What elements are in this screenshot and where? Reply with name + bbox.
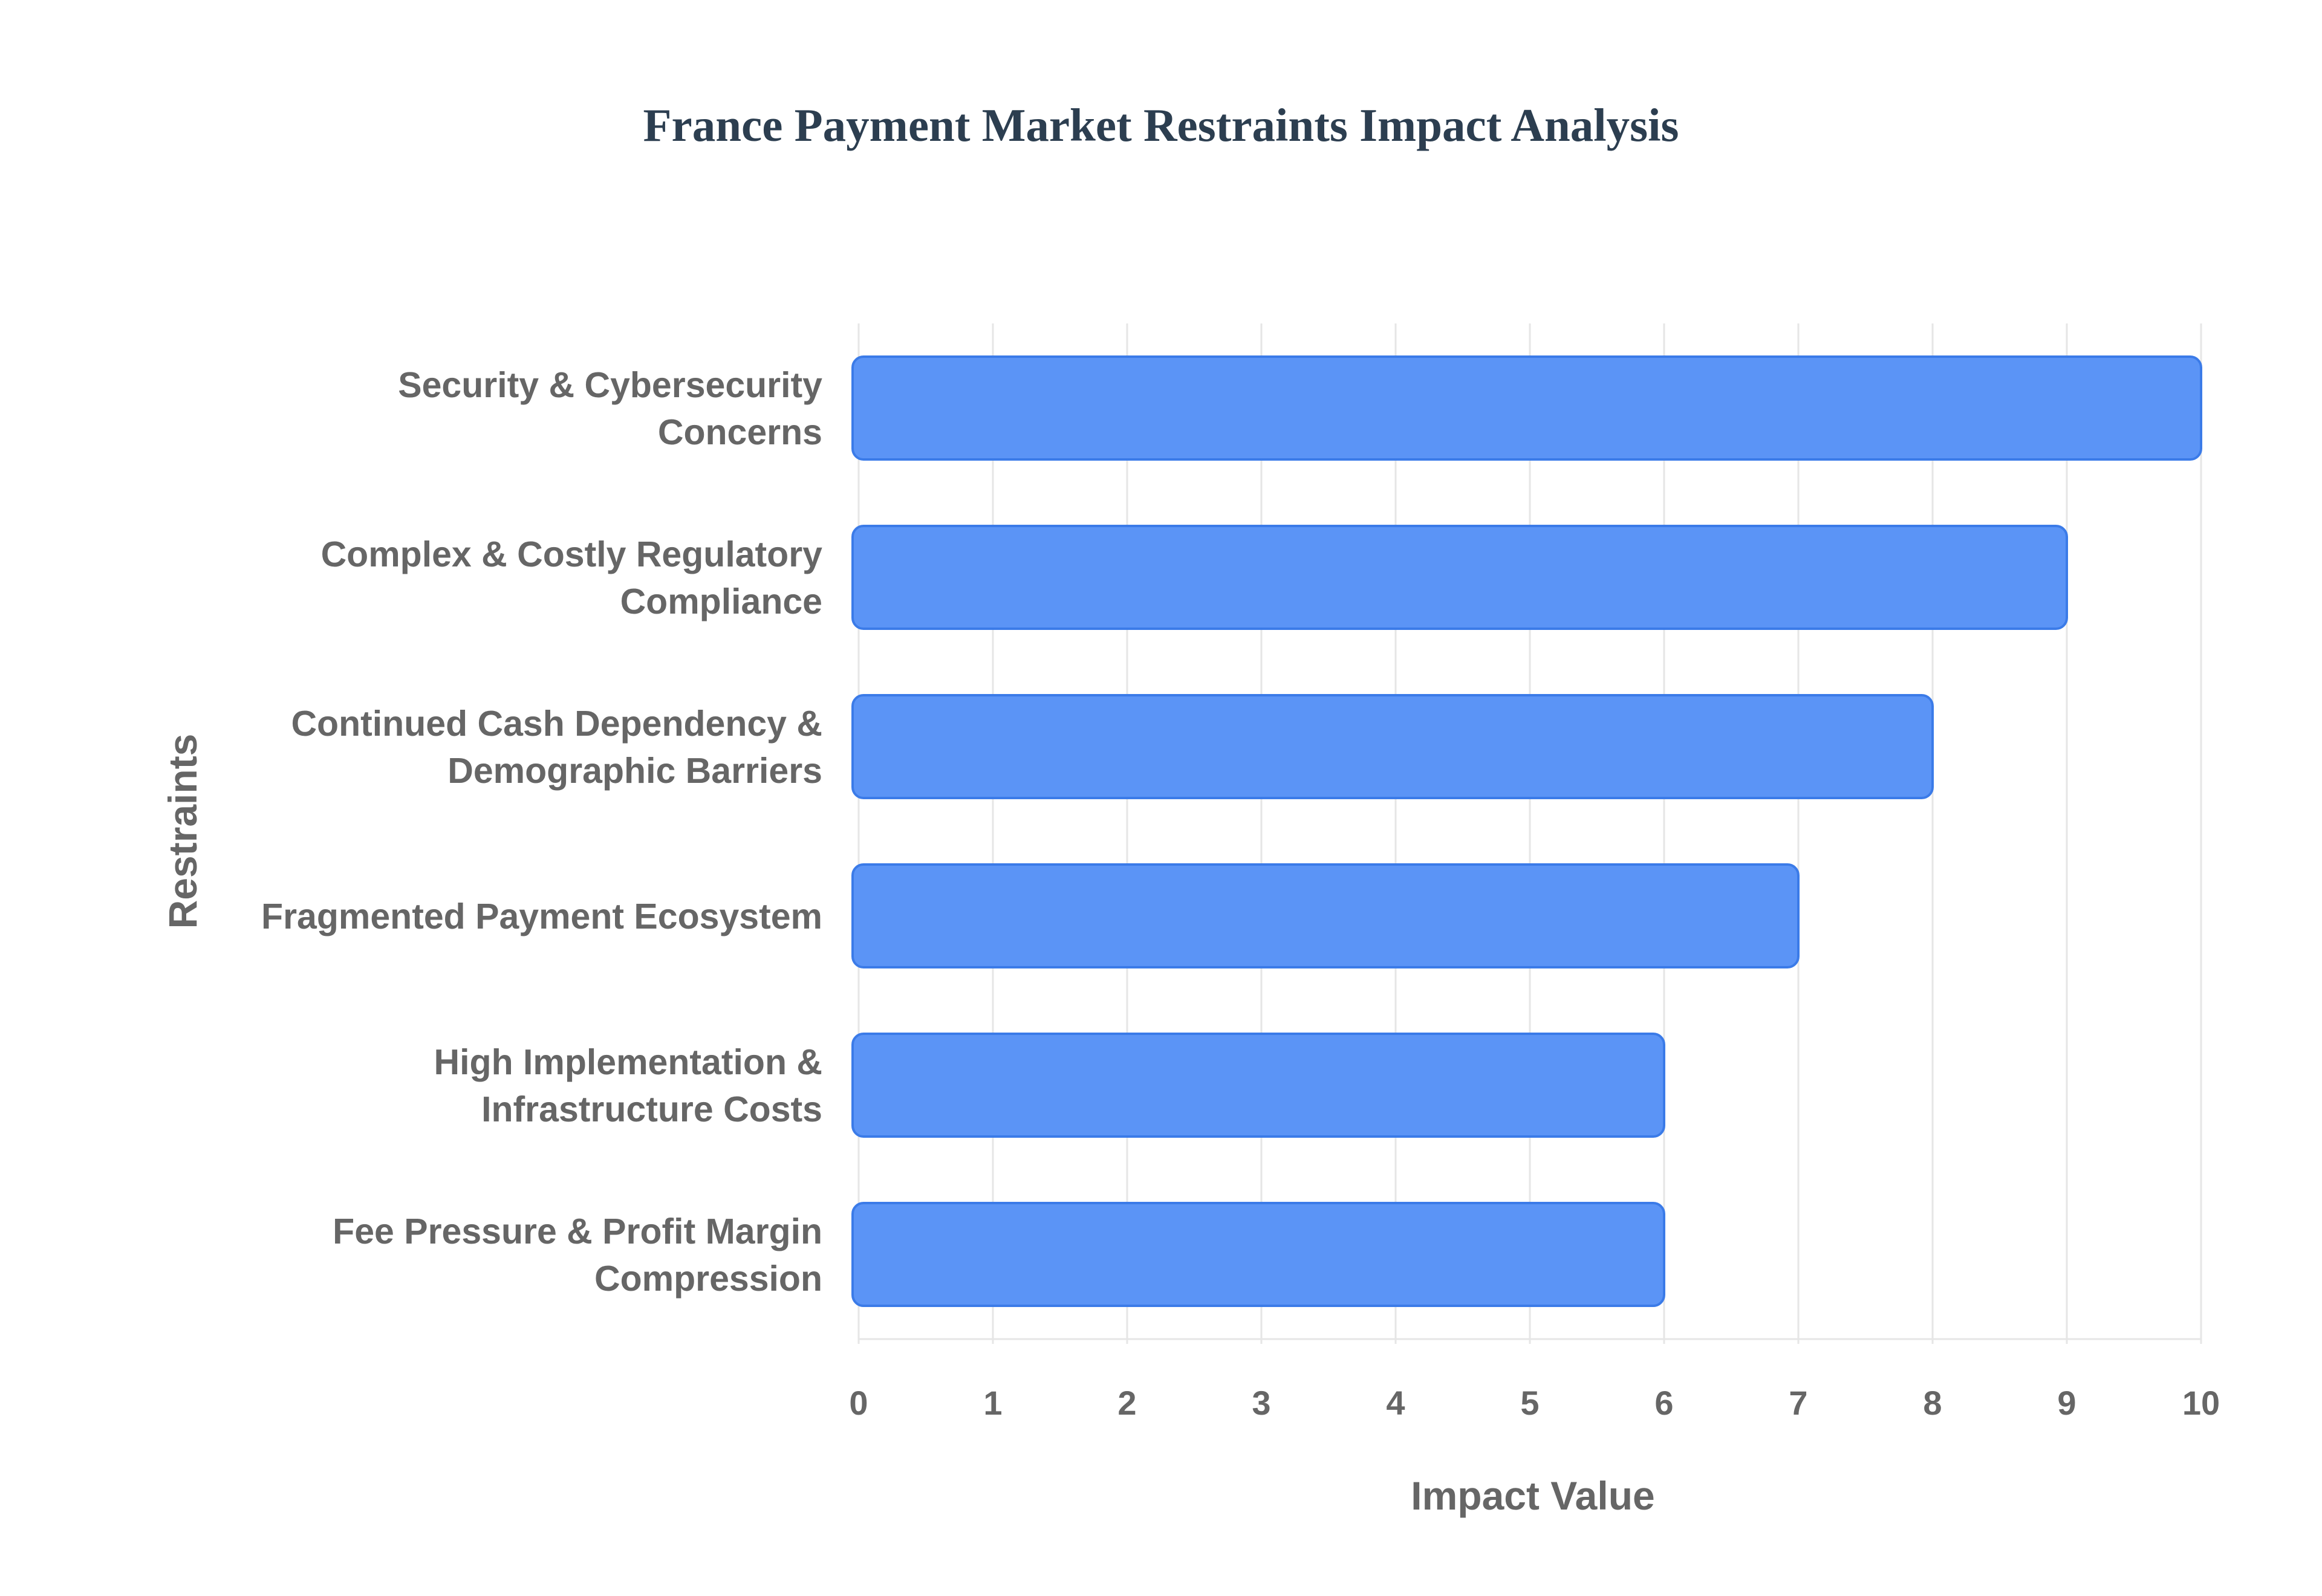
bar-5 xyxy=(851,1033,1665,1138)
x-tick-label-4: 4 xyxy=(1386,1384,1405,1422)
category-label-1: Security & Cybersecurity Concerns xyxy=(398,365,822,452)
x-tick-label-3: 3 xyxy=(1252,1384,1270,1422)
x-tick-label-1: 1 xyxy=(983,1384,1002,1422)
x-tick-label-2: 2 xyxy=(1117,1384,1136,1422)
x-tick-labels: 0 1 2 3 4 5 6 7 8 9 10 xyxy=(849,1384,2220,1422)
bar-6 xyxy=(851,1202,1665,1307)
x-tick-label-10: 10 xyxy=(2182,1384,2220,1422)
y-axis-title: Restraints xyxy=(160,734,205,929)
category-label-5: High Implementation & Infrastructure Cost… xyxy=(434,1042,822,1129)
x-tick-label-7: 7 xyxy=(1789,1384,1807,1422)
x-tick-label-9: 9 xyxy=(2057,1384,2076,1422)
x-tick-label-0: 0 xyxy=(849,1384,868,1422)
category-label-4: Fragmented Payment Ecosystem xyxy=(261,897,822,936)
category-label-2: Complex & Costly Regulatory Compliance xyxy=(321,534,823,621)
x-tick-label-6: 6 xyxy=(1654,1384,1673,1422)
bar-4 xyxy=(851,863,1800,968)
bar-2 xyxy=(851,525,2068,630)
bar-1 xyxy=(851,355,2202,461)
category-label-3: Continued Cash Dependency & Demographic B… xyxy=(291,704,822,791)
chart-title: France Payment Market Restraints Impact … xyxy=(643,99,1679,151)
bars xyxy=(851,355,2202,1307)
x-tick-label-8: 8 xyxy=(1923,1384,1942,1422)
category-label-6: Fee Pressure & Profit Margin Compression xyxy=(333,1212,822,1299)
grid-lines xyxy=(857,323,2202,1344)
x-axis-title: Impact Value xyxy=(1411,1473,1655,1518)
x-tick-label-5: 5 xyxy=(1520,1384,1539,1422)
bar-3 xyxy=(851,694,1934,799)
category-labels: Security & Cybersecurity Concerns Complex … xyxy=(261,365,822,1299)
